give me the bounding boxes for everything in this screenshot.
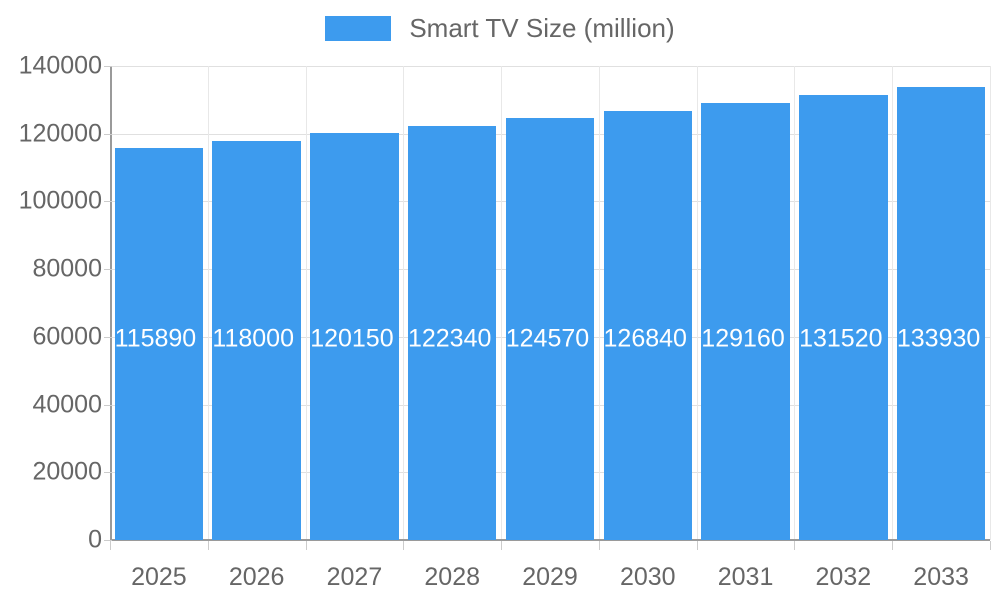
bar[interactable]	[114, 147, 204, 540]
y-axis-tick-mark	[104, 404, 112, 406]
y-axis-tick-label: 20000	[32, 457, 102, 486]
y-axis-tick-label: 80000	[32, 254, 102, 283]
y-axis-tick-label: 60000	[32, 322, 102, 351]
y-axis-tick-label: 120000	[18, 119, 102, 148]
gridline-vertical	[403, 66, 404, 540]
x-axis-tick-mark	[599, 541, 600, 550]
bar-slot: 129160	[701, 66, 790, 540]
bar[interactable]	[701, 102, 790, 540]
x-axis-tick-mark	[794, 541, 795, 550]
bar-slot: 126840	[603, 66, 693, 540]
bar-value-label: 129160	[701, 324, 785, 353]
y-axis-line	[110, 66, 112, 540]
y-axis-tick-mark	[104, 201, 112, 203]
x-axis-ticks: 2025 2026 2027 2028 2029 2030 2031 2032 2033	[110, 541, 991, 600]
gridline-vertical	[599, 66, 600, 540]
x-axis-tick-mark	[306, 541, 307, 550]
gridline-vertical	[306, 66, 307, 540]
x-axis-line	[110, 539, 990, 541]
bars-layer: 115890 118000 120150 122340 124570 126840 1291…	[110, 66, 990, 540]
x-axis-tick-mark	[110, 541, 111, 550]
x-axis-tick-label: 2033	[913, 563, 969, 591]
y-axis-ticks: 0 20000 40000 60000 80000 100000 120000 140000	[0, 0, 112, 600]
bar-slot: 118000	[212, 66, 301, 540]
gridline-horizontal	[110, 66, 990, 67]
y-axis-tick-mark	[104, 269, 112, 271]
bar-slot: 133930	[896, 66, 986, 540]
bar[interactable]	[505, 118, 595, 540]
bar[interactable]	[407, 125, 497, 540]
bar-slot: 115890	[114, 66, 204, 540]
x-axis-tick-label: 2027	[326, 563, 383, 591]
bar-slot: 124570	[505, 66, 595, 540]
bar-slot: 122340	[407, 66, 497, 540]
bar-value-label: 115890	[114, 324, 197, 353]
x-axis-tick-mark	[990, 541, 991, 550]
bar[interactable]	[896, 86, 986, 540]
chart-legend: Smart TV Size (million)	[0, 0, 1000, 56]
y-axis-tick-mark	[104, 472, 112, 474]
x-axis-tick-label: 2026	[228, 563, 285, 591]
bar-value-label: 131520	[799, 324, 883, 353]
x-axis-tick-mark	[208, 541, 209, 550]
bar[interactable]	[603, 110, 693, 540]
x-axis-tick-label: 2028	[424, 563, 481, 591]
bar[interactable]	[212, 140, 301, 540]
x-axis-tick-label: 2032	[815, 563, 872, 591]
bar[interactable]	[310, 133, 399, 540]
gridline-vertical	[892, 66, 893, 540]
gridline-vertical	[697, 66, 698, 540]
bar-value-label: 118000	[212, 324, 294, 353]
y-axis-tick-mark	[104, 66, 112, 67]
legend-item-smart-tv-size[interactable]: Smart TV Size (million)	[325, 12, 675, 44]
y-axis-tick-label: 100000	[18, 186, 102, 215]
x-axis-tick-mark	[697, 541, 698, 550]
y-axis-tick-label: 40000	[32, 390, 102, 419]
bar-value-label: 124570	[505, 324, 590, 353]
bar-slot: 120150	[310, 66, 399, 540]
y-axis-tick-label: 140000	[18, 51, 102, 80]
y-axis-tick-mark	[104, 133, 112, 135]
x-axis-tick-label: 2030	[619, 563, 676, 591]
legend-color-swatch	[325, 15, 392, 41]
bar-value-label: 126840	[603, 324, 687, 353]
bar-value-label: 122340	[407, 324, 492, 353]
y-axis-tick-mark	[104, 540, 112, 541]
y-axis-tick-label: 0	[88, 525, 102, 554]
bar-slot: 131520	[799, 66, 888, 540]
x-axis-tick-mark	[403, 541, 404, 550]
y-axis-tick-mark	[104, 336, 112, 338]
gridline-vertical	[990, 66, 991, 540]
x-axis-tick-mark	[892, 541, 893, 550]
legend-item-label: Smart TV Size (million)	[409, 12, 675, 43]
bar-value-label: 133930	[896, 324, 981, 353]
bar-value-label: 120150	[310, 324, 394, 353]
x-axis-tick-label: 2031	[717, 563, 774, 591]
bar[interactable]	[799, 94, 888, 540]
x-axis-tick-mark	[501, 541, 502, 550]
gridline-vertical	[208, 66, 209, 540]
x-axis-tick-label: 2025	[131, 563, 187, 591]
gridline-vertical	[501, 66, 502, 540]
gridline-vertical	[794, 66, 795, 540]
x-axis-tick-label: 2029	[522, 563, 578, 591]
